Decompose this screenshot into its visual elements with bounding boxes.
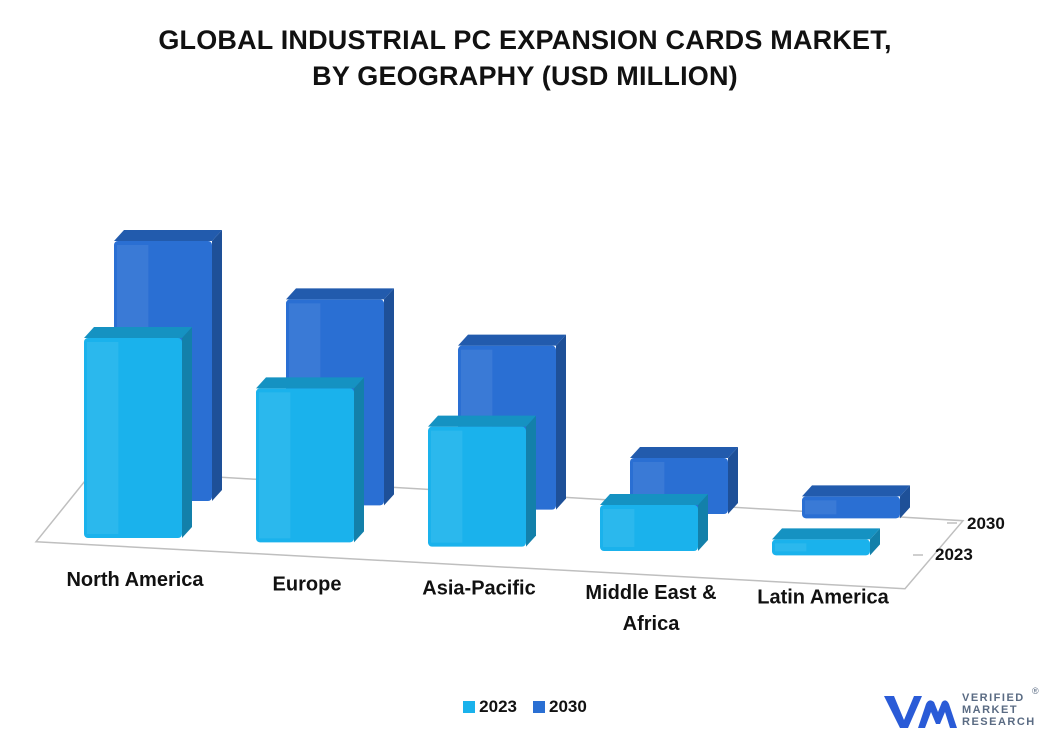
logo-line1: VERIFIED xyxy=(962,692,1025,704)
chart-title: GLOBAL INDUSTRIAL PC EXPANSION CARDS MAR… xyxy=(0,22,1050,94)
vmr-logo-mark-icon xyxy=(884,696,957,728)
legend-swatch-2023 xyxy=(463,701,476,713)
category-label-3: Asia-Pacific xyxy=(422,578,535,600)
chart-title-line1: GLOBAL INDUSTRIAL PC EXPANSION CARDS MAR… xyxy=(158,25,892,55)
legend-label-2030: 2030 xyxy=(549,697,587,716)
logo-line2: MARKET xyxy=(962,704,1019,716)
vmr-logo-text: VERIFIED MARKET RESEARCH xyxy=(962,692,1036,728)
vmr-logo: VERIFIED MARKET RESEARCH ® xyxy=(882,686,1042,730)
category-label-4: Middle East & Africa xyxy=(585,582,716,635)
logo-registered: ® xyxy=(1032,686,1039,696)
legend-label-2023: 2023 xyxy=(479,697,517,716)
bar-2023-middle-east-africa[interactable] xyxy=(600,494,708,552)
chart-title-line2: BY GEOGRAPHY (USD MILLION) xyxy=(312,61,738,91)
legend-swatch-2030 xyxy=(533,701,545,713)
category-labels: North America Europe Asia-Pacific Middle Ea… xyxy=(66,569,889,635)
bar-2030-latin-america[interactable] xyxy=(802,485,910,519)
bar-2023-latin-america[interactable] xyxy=(772,528,880,556)
legend-item-2030[interactable]: 2030 xyxy=(533,697,587,717)
depth-label-front: 2023 xyxy=(935,545,973,564)
category-label-1: North America xyxy=(66,569,204,591)
bar-2023-asia-pacific[interactable] xyxy=(428,415,536,547)
depth-axis-labels: 2030 2023 xyxy=(913,514,1005,564)
bar-2023-north-america[interactable] xyxy=(84,327,192,538)
depth-label-back: 2030 xyxy=(967,514,1005,533)
category-label-2: Europe xyxy=(273,573,342,595)
bar-chart-3d: North America Europe Asia-Pacific Middle Ea… xyxy=(34,230,1005,635)
category-label-5: Latin America xyxy=(757,586,889,608)
series-2023-bars xyxy=(84,327,880,556)
chart-legend: 2023 2030 xyxy=(0,697,1050,717)
legend-item-2023[interactable]: 2023 xyxy=(463,697,517,717)
bar-2023-europe[interactable] xyxy=(256,377,364,543)
logo-line3: RESEARCH xyxy=(962,716,1036,728)
